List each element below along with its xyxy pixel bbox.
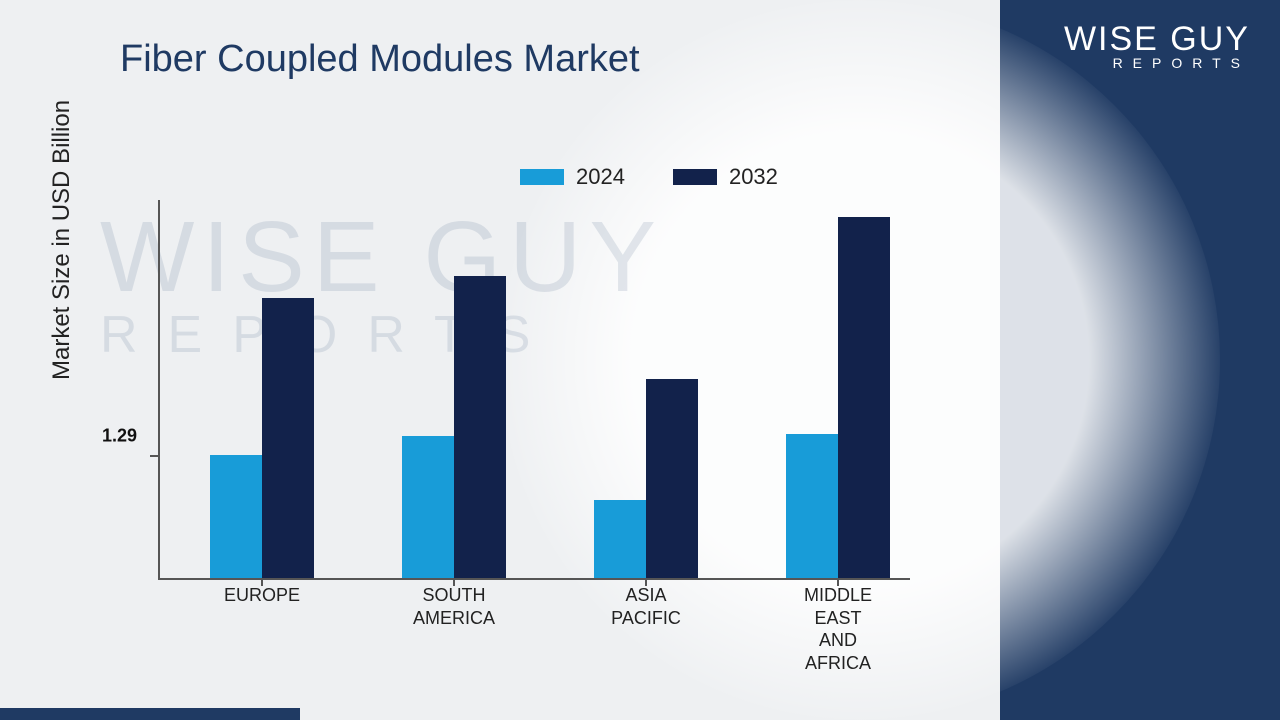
legend: 2024 2032 bbox=[520, 164, 778, 190]
x-axis-line bbox=[158, 578, 910, 580]
logo-line-1: WISE GUY bbox=[1064, 20, 1250, 59]
chart-stage: WISE GUY REPORTS WISE GUY REPORTS Fiber … bbox=[0, 0, 1280, 720]
category-label-0: EUROPE bbox=[182, 584, 342, 607]
bar-2032-1 bbox=[454, 276, 506, 578]
legend-label-2024: 2024 bbox=[576, 164, 625, 190]
plot-area: 1.29 EUROPE SOUTH AMERICA ASIA PACIFIC M… bbox=[120, 200, 910, 580]
legend-swatch-2032 bbox=[673, 169, 717, 185]
bar-2032-3 bbox=[838, 217, 890, 578]
bar-2032-2 bbox=[646, 379, 698, 579]
y-tick-label: 1.29 bbox=[102, 426, 137, 447]
legend-item-2032: 2032 bbox=[673, 164, 778, 190]
category-label-2: ASIA PACIFIC bbox=[566, 584, 726, 629]
bar-2024-3 bbox=[786, 434, 838, 578]
chart-title: Fiber Coupled Modules Market bbox=[120, 38, 640, 81]
y-axis-line bbox=[158, 200, 160, 580]
bar-group-2: ASIA PACIFIC bbox=[576, 379, 716, 579]
y-axis-label: Market Size in USD Billion bbox=[48, 100, 76, 380]
legend-label-2032: 2032 bbox=[729, 164, 778, 190]
brand-logo: WISE GUY REPORTS bbox=[1064, 20, 1250, 71]
bar-group-1: SOUTH AMERICA bbox=[384, 276, 524, 578]
bottom-accent-bar bbox=[0, 708, 300, 720]
bar-group-0: EUROPE bbox=[192, 298, 332, 578]
bar-group-3: MIDDLE EAST AND AFRICA bbox=[768, 217, 908, 578]
bar-2024-2 bbox=[594, 500, 646, 578]
y-tick bbox=[150, 455, 158, 457]
legend-swatch-2024 bbox=[520, 169, 564, 185]
bar-2032-0 bbox=[262, 298, 314, 578]
category-label-1: SOUTH AMERICA bbox=[374, 584, 534, 629]
bar-2024-0 bbox=[210, 455, 262, 578]
category-label-3: MIDDLE EAST AND AFRICA bbox=[758, 584, 918, 674]
legend-item-2024: 2024 bbox=[520, 164, 625, 190]
bar-2024-1 bbox=[402, 436, 454, 579]
